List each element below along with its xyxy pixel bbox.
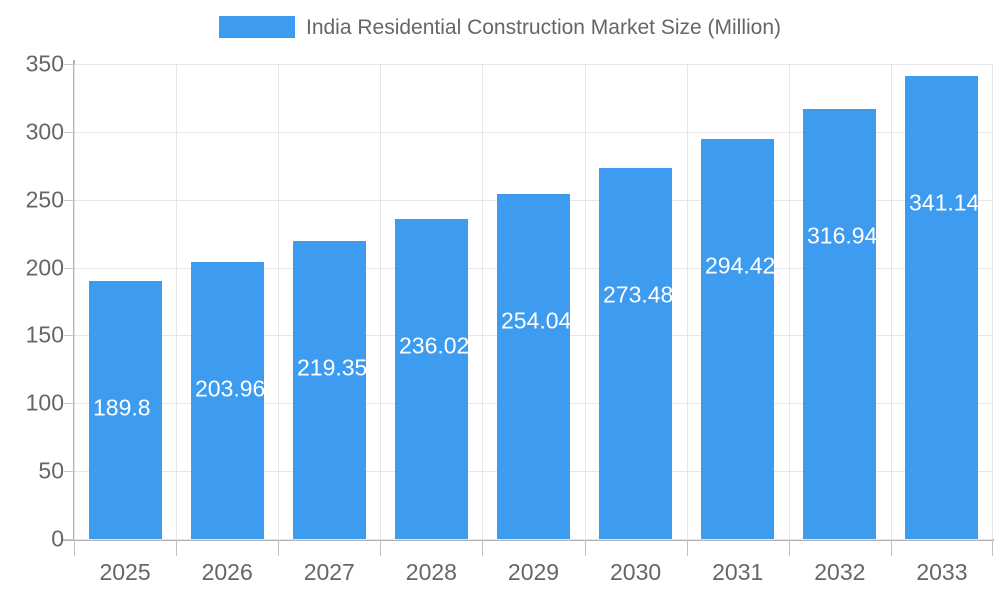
- gridline-vertical: [380, 64, 381, 539]
- y-axis-tick-label: 100: [25, 389, 64, 416]
- x-axis-tick-label: 2029: [507, 559, 560, 585]
- y-axis-tick-mark: [64, 335, 75, 337]
- x-axis-tick-label: 2031: [712, 559, 764, 585]
- bar-value-label: 273.48: [603, 281, 674, 308]
- bar-value-label: 254.04: [501, 307, 572, 334]
- bar-value-label: 316.94: [807, 222, 878, 249]
- gridline-vertical: [176, 64, 177, 539]
- x-axis-tick-mark: [891, 540, 892, 556]
- x-axis-tick-label: 2030: [610, 559, 662, 585]
- x-axis-tick-mark: [789, 540, 790, 556]
- gridline-vertical: [789, 64, 790, 539]
- x-axis-tick-label: 2027: [303, 559, 355, 585]
- x-axis-line: [62, 539, 994, 541]
- y-axis-tick-label: 250: [25, 186, 64, 213]
- x-axis-tick-mark: [74, 540, 75, 556]
- y-axis-tick-label: 150: [25, 321, 64, 348]
- legend-label: India Residential Construction Market Si…: [305, 15, 782, 39]
- x-axis-tick-mark: [992, 540, 993, 556]
- x-axis-tick-label: 2033: [916, 559, 968, 585]
- x-axis-tick-label: 2026: [201, 559, 253, 585]
- bar[interactable]: [395, 218, 468, 539]
- bar-value-label: 294.42: [705, 252, 776, 279]
- y-axis-tick-label: 300: [25, 118, 64, 145]
- y-axis-tick-label: 50: [38, 457, 64, 484]
- bar[interactable]: [89, 281, 162, 539]
- bar-value-label: 341.14: [909, 189, 980, 216]
- gridline-vertical: [992, 64, 993, 539]
- y-axis-tick-mark: [64, 471, 75, 473]
- gridline-vertical: [585, 64, 586, 539]
- y-axis-tick-mark: [64, 64, 75, 65]
- bar[interactable]: [905, 76, 978, 539]
- x-axis-tick-label: 2025: [99, 559, 151, 585]
- y-axis-tick-label: 350: [25, 50, 64, 77]
- bar-value-label: 189.8: [93, 394, 151, 421]
- x-axis-tick-mark: [687, 540, 688, 556]
- gridline-horizontal: [74, 539, 993, 540]
- plot-area: 189.8 203.96 219.35 236.02 254.04 273.48 294.4…: [74, 64, 993, 540]
- x-axis-tick-label: 2028: [405, 559, 457, 585]
- y-axis-tick-mark: [64, 539, 75, 540]
- legend-color-swatch-icon: [218, 16, 295, 38]
- gridline-vertical: [687, 64, 688, 539]
- x-axis-tick-mark: [585, 540, 586, 556]
- x-axis-tick-mark: [380, 540, 381, 556]
- y-axis-tick-mark: [64, 267, 75, 269]
- bar-value-label: 203.96: [195, 375, 266, 402]
- y-axis-tick-mark: [64, 403, 75, 405]
- gridline-vertical: [74, 64, 75, 539]
- legend-item-india-residential-construction[interactable]: India Residential Construction Market Si…: [218, 15, 782, 39]
- x-axis-tick-mark: [278, 540, 279, 556]
- x-axis-tick-mark: [176, 540, 177, 556]
- bar[interactable]: [701, 139, 774, 539]
- bar[interactable]: [599, 167, 672, 539]
- bar[interactable]: [803, 108, 876, 539]
- x-axis-tick-mark: [482, 540, 483, 556]
- chart-legend: India Residential Construction Market Si…: [0, 10, 1000, 44]
- y-axis-tick-label: 0: [51, 525, 64, 552]
- gridline-vertical: [482, 64, 483, 539]
- y-axis-tick-mark: [64, 131, 75, 133]
- bar-value-label: 219.35: [297, 354, 368, 381]
- y-axis-tick-label: 200: [25, 254, 64, 281]
- bar[interactable]: [191, 262, 264, 539]
- gridline-vertical: [891, 64, 892, 539]
- bar[interactable]: [497, 194, 570, 539]
- bar[interactable]: [293, 241, 366, 539]
- gridline-horizontal: [74, 64, 993, 65]
- gridline-vertical: [278, 64, 279, 539]
- y-axis-tick-mark: [64, 199, 75, 201]
- bar-value-label: 236.02: [399, 332, 470, 359]
- x-axis-tick-label: 2032: [814, 559, 866, 585]
- gridline-horizontal: [74, 131, 993, 133]
